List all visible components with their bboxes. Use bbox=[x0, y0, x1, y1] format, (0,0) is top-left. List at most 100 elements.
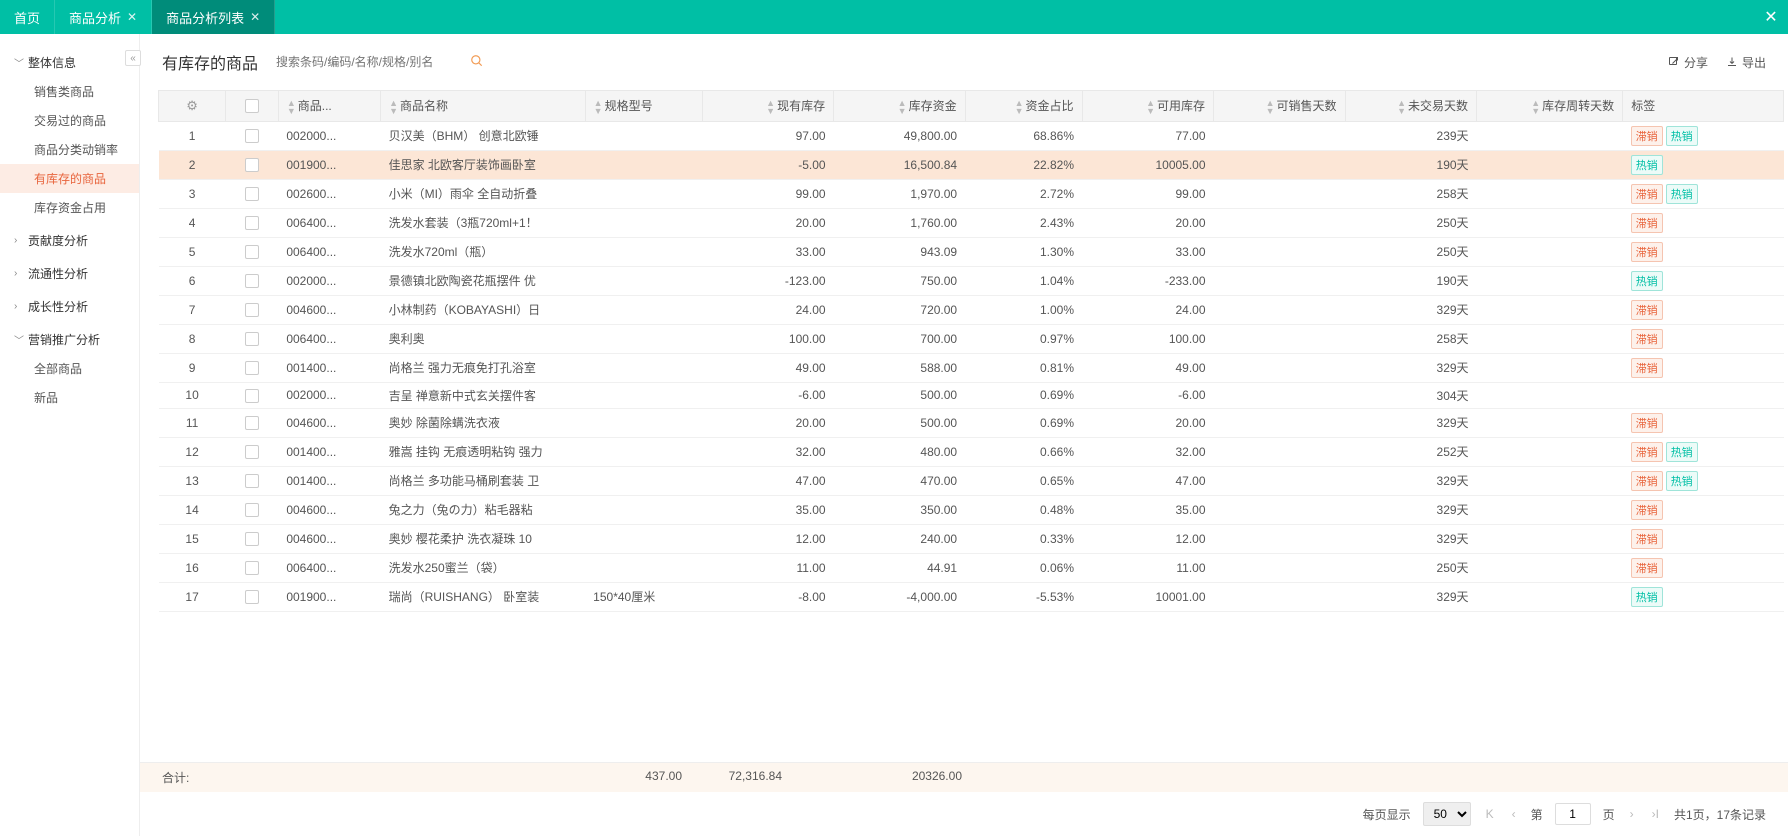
export-button[interactable]: 导出 bbox=[1726, 54, 1766, 71]
chevron-down-icon: ﹀ bbox=[14, 55, 24, 70]
row-checkbox[interactable] bbox=[245, 389, 259, 403]
nav-item-0-3[interactable]: 有库存的商品 bbox=[0, 164, 139, 193]
table-row[interactable]: 4006400...洗发水套装（3瓶720ml+1！20.001,760.002… bbox=[159, 208, 1784, 237]
table-row[interactable]: 12001400...雅嵩 挂钩 无痕透明粘钩 强力32.00480.000.6… bbox=[159, 437, 1784, 466]
tag-stag: 滞销 bbox=[1631, 413, 1663, 433]
nav-item-0-1[interactable]: 交易过的商品 bbox=[0, 106, 139, 135]
last-page-button[interactable]: ›I bbox=[1649, 807, 1662, 821]
tag-stag: 滞销 bbox=[1631, 529, 1663, 549]
nav-group-0[interactable]: ﹀整体信息 bbox=[0, 48, 139, 77]
row-checkbox[interactable] bbox=[245, 216, 259, 230]
nav-group-3[interactable]: ›成长性分析 bbox=[0, 292, 139, 321]
nav-group-2[interactable]: ›流通性分析 bbox=[0, 259, 139, 288]
tag-stag: 滞销 bbox=[1631, 500, 1663, 520]
chevron-right-icon: › bbox=[14, 301, 24, 312]
row-checkbox[interactable] bbox=[245, 416, 259, 430]
col-header-name[interactable]: ▲▼商品名称 bbox=[381, 91, 586, 122]
next-page-button[interactable]: › bbox=[1627, 807, 1637, 821]
table-row[interactable]: 14004600...兔之力（兔の力）粘毛器粘35.00350.000.48%3… bbox=[159, 495, 1784, 524]
select-all-checkbox[interactable] bbox=[245, 99, 259, 113]
tag-hot: 热销 bbox=[1631, 587, 1663, 607]
tab-bar: 首页商品分析 ✕ 商品分析列表 ✕ ✕ bbox=[0, 0, 1788, 34]
chevron-down-icon: ﹀ bbox=[14, 332, 24, 347]
nav-item-0-4[interactable]: 库存资金占用 bbox=[0, 193, 139, 222]
close-icon[interactable]: ✕ bbox=[127, 10, 137, 24]
page-title: 有库存的商品 bbox=[162, 50, 258, 74]
table-row[interactable]: 7004600...小林制药（KOBAYASHI）日24.00720.001.0… bbox=[159, 295, 1784, 324]
tab-0[interactable]: 首页 bbox=[0, 0, 55, 34]
table-row[interactable]: 13001400...尚格兰 多功能马桶刷套装 卫47.00470.000.65… bbox=[159, 466, 1784, 495]
table-row[interactable]: 8006400...奥利奥100.00700.000.97%100.00258天… bbox=[159, 324, 1784, 353]
main-header: 有库存的商品 分享 导出 bbox=[140, 34, 1788, 90]
nav-item-4-1[interactable]: 新品 bbox=[0, 383, 139, 412]
table-row[interactable]: 17001900...瑞尚（RUISHANG） 卧室装150*40厘米-8.00… bbox=[159, 582, 1784, 611]
tag-stag: 滞销 bbox=[1631, 558, 1663, 578]
col-header-avail[interactable]: ▲▼可用库存 bbox=[1082, 91, 1214, 122]
table-row[interactable]: 3002600...小米（MI）雨伞 全自动折叠99.001,970.002.7… bbox=[159, 179, 1784, 208]
tab-2[interactable]: 商品分析列表 ✕ bbox=[152, 0, 275, 34]
tab-label: 商品分析列表 bbox=[166, 8, 244, 27]
table-row[interactable]: 16006400...洗发水250蜜兰（袋）11.0044.910.06%11.… bbox=[159, 553, 1784, 582]
tab-1[interactable]: 商品分析 ✕ bbox=[55, 0, 152, 34]
chevron-right-icon: › bbox=[14, 235, 24, 246]
sidebar-collapse-button[interactable]: « bbox=[125, 50, 141, 66]
table-row[interactable]: 15004600...奥妙 樱花柔护 洗衣凝珠 1012.00240.000.3… bbox=[159, 524, 1784, 553]
main-panel: 有库存的商品 分享 导出 ⚙▲▼商品...▲▼商品名称▲▼规格型号▲▼现有库存▲… bbox=[140, 34, 1788, 836]
tag-stag: 滞销 bbox=[1631, 442, 1663, 462]
row-checkbox[interactable] bbox=[245, 129, 259, 143]
row-checkbox[interactable] bbox=[245, 187, 259, 201]
table-row[interactable]: 10002000...吉呈 禅意新中式玄关摆件客-6.00500.000.69%… bbox=[159, 382, 1784, 408]
nav-group-1[interactable]: ›贡献度分析 bbox=[0, 226, 139, 255]
first-page-button[interactable]: K bbox=[1483, 807, 1497, 821]
col-header-capital[interactable]: ▲▼库存资金 bbox=[834, 91, 966, 122]
row-checkbox[interactable] bbox=[245, 303, 259, 317]
col-header-spec[interactable]: ▲▼规格型号 bbox=[585, 91, 702, 122]
row-checkbox[interactable] bbox=[245, 274, 259, 288]
table-row[interactable]: 9001400...尚格兰 强力无痕免打孔浴室49.00588.000.81%4… bbox=[159, 353, 1784, 382]
table-row[interactable]: 6002000...景德镇北欧陶瓷花瓶摆件 优-123.00750.001.04… bbox=[159, 266, 1784, 295]
row-checkbox[interactable] bbox=[245, 245, 259, 259]
col-header-sale_days[interactable]: ▲▼可销售天数 bbox=[1214, 91, 1346, 122]
row-checkbox[interactable] bbox=[245, 445, 259, 459]
nav-item-4-0[interactable]: 全部商品 bbox=[0, 354, 139, 383]
tab-label: 商品分析 bbox=[69, 8, 121, 27]
gear-icon[interactable]: ⚙ bbox=[186, 98, 198, 113]
row-checkbox[interactable] bbox=[245, 361, 259, 375]
col-header-turnover[interactable]: ▲▼库存周转天数 bbox=[1477, 91, 1623, 122]
prev-page-button[interactable]: ‹ bbox=[1509, 807, 1519, 821]
page-input[interactable] bbox=[1555, 803, 1591, 825]
col-header-code[interactable]: ▲▼商品... bbox=[278, 91, 380, 122]
close-all-tabs-button[interactable]: ✕ bbox=[1754, 0, 1788, 34]
tag-hot: 热销 bbox=[1666, 126, 1698, 146]
nav-item-0-2[interactable]: 商品分类动销率 bbox=[0, 135, 139, 164]
nav-item-0-0[interactable]: 销售类商品 bbox=[0, 77, 139, 106]
col-header-gear: ⚙ bbox=[159, 91, 226, 122]
search-icon[interactable] bbox=[470, 54, 484, 71]
search-input[interactable] bbox=[274, 51, 454, 74]
row-checkbox[interactable] bbox=[245, 561, 259, 575]
row-checkbox[interactable] bbox=[245, 590, 259, 604]
table-row[interactable]: 5006400...洗发水720ml（瓶）33.00943.091.30%33.… bbox=[159, 237, 1784, 266]
export-icon bbox=[1726, 56, 1738, 68]
page-summary: 共1页，17条记录 bbox=[1674, 806, 1766, 823]
col-header-ratio[interactable]: ▲▼资金占比 bbox=[965, 91, 1082, 122]
col-header-no_trade[interactable]: ▲▼未交易天数 bbox=[1345, 91, 1477, 122]
row-checkbox[interactable] bbox=[245, 332, 259, 346]
nav-group-4[interactable]: ﹀营销推广分析 bbox=[0, 325, 139, 354]
row-checkbox[interactable] bbox=[245, 158, 259, 172]
row-checkbox[interactable] bbox=[245, 532, 259, 546]
tag-stag: 滞销 bbox=[1631, 126, 1663, 146]
table-row[interactable]: 11004600...奥妙 除菌除螨洗衣液20.00500.000.69%20.… bbox=[159, 408, 1784, 437]
table-row[interactable]: 2001900...佳思家 北欧客厅装饰画卧室-5.0016,500.8422.… bbox=[159, 150, 1784, 179]
stock-table: ⚙▲▼商品...▲▼商品名称▲▼规格型号▲▼现有库存▲▼库存资金▲▼资金占比▲▼… bbox=[158, 90, 1784, 612]
page-size-select[interactable]: 50 bbox=[1423, 802, 1471, 826]
share-button[interactable]: 分享 bbox=[1668, 54, 1708, 71]
row-checkbox[interactable] bbox=[245, 474, 259, 488]
tag-stag: 滞销 bbox=[1631, 471, 1663, 491]
col-header-stock[interactable]: ▲▼现有库存 bbox=[702, 91, 834, 122]
sidebar: « ﹀整体信息销售类商品交易过的商品商品分类动销率有库存的商品库存资金占用 ›贡献… bbox=[0, 34, 140, 836]
close-icon[interactable]: ✕ bbox=[250, 10, 260, 24]
row-checkbox[interactable] bbox=[245, 503, 259, 517]
col-header-checkbox bbox=[226, 91, 279, 122]
table-row[interactable]: 1002000...贝汉美（BHM） 创意北欧锤97.0049,800.0068… bbox=[159, 121, 1784, 150]
